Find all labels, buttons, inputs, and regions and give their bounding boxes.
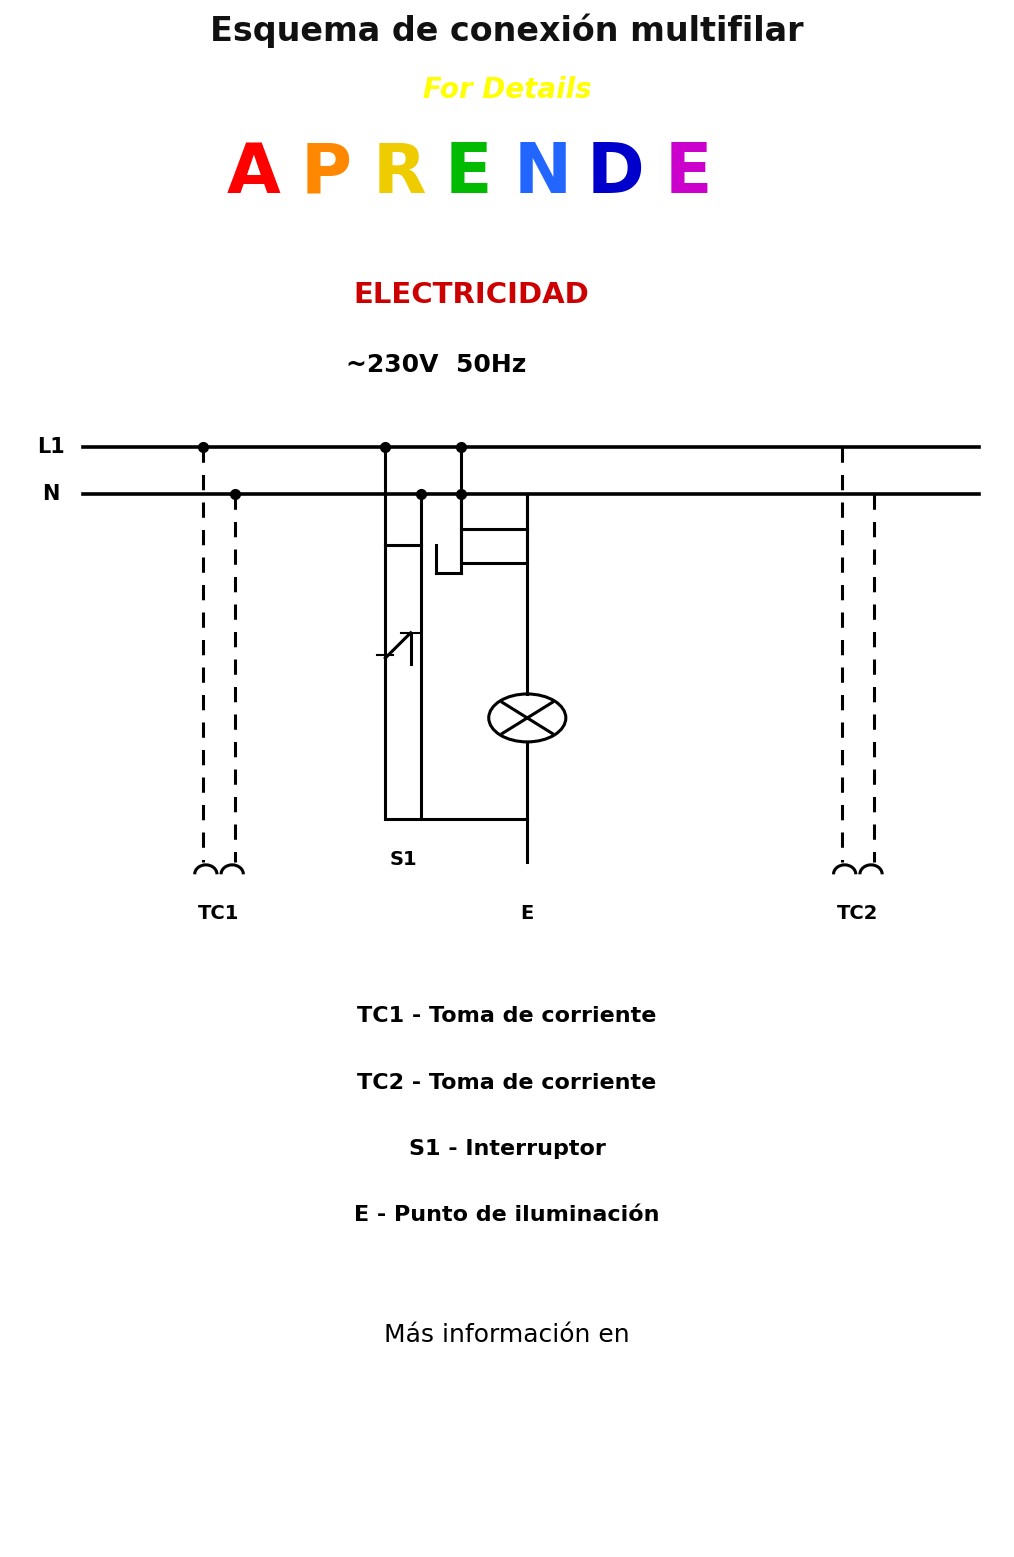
Text: S1 - Interruptor: S1 - Interruptor <box>409 1138 605 1158</box>
Text: Más información en: Más información en <box>384 1323 630 1347</box>
Text: N: N <box>513 140 572 207</box>
Text: S1: S1 <box>389 850 417 869</box>
Text: CLICK HERE: CLICK HERE <box>466 67 548 81</box>
Text: TC2 - Toma de corriente: TC2 - Toma de corriente <box>357 1073 657 1093</box>
Text: E: E <box>665 140 712 207</box>
Text: L1: L1 <box>37 438 65 456</box>
Text: Esquema de conexión multifilar: Esquema de conexión multifilar <box>210 14 804 48</box>
Text: TC2: TC2 <box>838 905 878 923</box>
Text: R: R <box>373 140 426 207</box>
Text: D: D <box>587 140 644 207</box>
Text: ELECTRICIDAD: ELECTRICIDAD <box>354 282 589 310</box>
Text: E: E <box>520 905 534 923</box>
Text: E - Punto de iluminación: E - Punto de iluminación <box>354 1205 660 1225</box>
Text: A: A <box>226 140 281 207</box>
Text: For Details: For Details <box>423 76 591 104</box>
Text: P: P <box>301 140 352 207</box>
Text: N: N <box>42 484 60 504</box>
Text: E: E <box>445 140 492 207</box>
Text: TC1: TC1 <box>199 905 239 923</box>
Text: TC1 - Toma de corriente: TC1 - Toma de corriente <box>357 1006 657 1026</box>
Text: ~230V  50Hz: ~230V 50Hz <box>346 353 526 377</box>
